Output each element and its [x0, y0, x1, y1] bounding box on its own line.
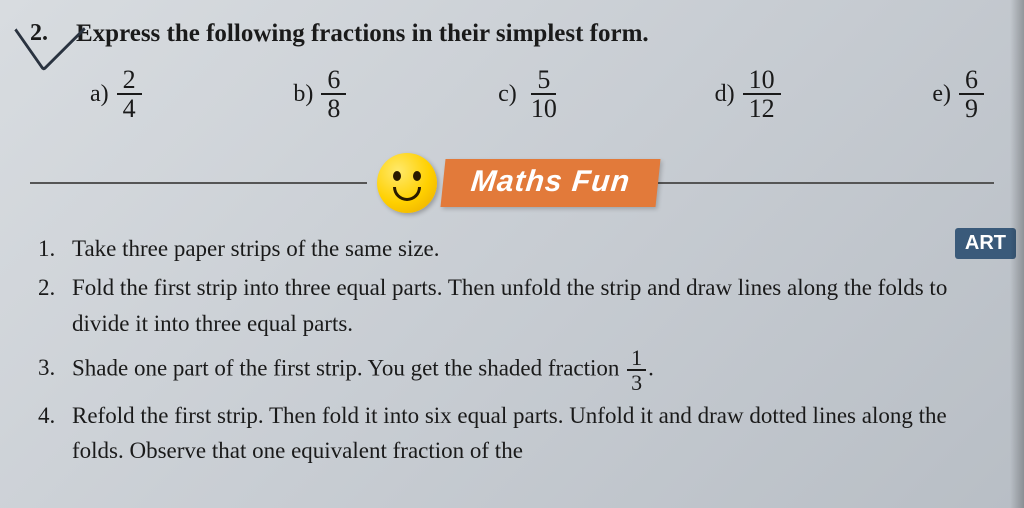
fraction-icon: 6 9 [959, 66, 984, 123]
step-text-after: . [648, 355, 654, 380]
question-row: 2. Express the following fractions in th… [30, 20, 994, 48]
option-label: b) [293, 81, 313, 108]
fraction-numerator: 10 [743, 66, 781, 95]
step-text: Shade one part of the first strip. You g… [72, 346, 984, 394]
step-number: 1. [38, 231, 64, 267]
option-a: a) 2 4 [90, 66, 142, 123]
step-2: 2. Fold the first strip into three equal… [38, 270, 984, 341]
fraction-denominator: 3 [627, 371, 646, 394]
option-label: e) [932, 81, 951, 108]
fraction-icon: 1 3 [627, 346, 646, 394]
option-e: e) 6 9 [932, 66, 984, 123]
divider-right [658, 182, 995, 184]
checkmark-icon [14, 0, 86, 72]
fraction-icon: 6 8 [321, 66, 346, 123]
question-text: Express the following fractions in their… [58, 20, 649, 48]
art-badge: ART [955, 228, 1016, 259]
step-text: Refold the first strip. Then fold it int… [72, 398, 984, 469]
fraction-numerator: 1 [627, 346, 646, 371]
fraction-icon: 5 10 [525, 66, 563, 123]
banner-title: Maths Fun [440, 159, 660, 207]
option-label: c) [498, 81, 517, 108]
step-text: Fold the first strip into three equal pa… [72, 270, 984, 341]
fraction-denominator: 9 [959, 95, 984, 122]
options-row: a) 2 4 b) 6 8 c) 5 10 d) 10 12 e) 6 9 [30, 66, 994, 123]
fraction-denominator: 4 [117, 95, 142, 122]
step-text: Take three paper strips of the same size… [72, 231, 984, 267]
option-c: c) 5 10 [498, 66, 563, 123]
fraction-icon: 10 12 [743, 66, 781, 123]
fraction-icon: 2 4 [117, 66, 142, 123]
step-number: 4. [38, 398, 64, 434]
step-number: 2. [38, 270, 64, 306]
option-d: d) 10 12 [715, 66, 781, 123]
fraction-numerator: 5 [531, 66, 556, 95]
option-label: a) [90, 81, 109, 108]
fraction-numerator: 2 [117, 66, 142, 95]
question-number: 2. [30, 20, 48, 47]
fraction-denominator: 12 [743, 95, 781, 122]
step-text-before: Shade one part of the first strip. You g… [72, 355, 625, 380]
step-1: 1. Take three paper strips of the same s… [38, 231, 984, 267]
step-3: 3. Shade one part of the first strip. Yo… [38, 346, 984, 394]
option-label: d) [715, 81, 735, 108]
page-edge-shadow [1010, 0, 1024, 508]
smile-icon [393, 187, 421, 201]
smiley-icon [377, 153, 437, 213]
option-b: b) 6 8 [293, 66, 346, 123]
banner-row: Maths Fun [30, 153, 994, 213]
step-4: 4. Refold the first strip. Then fold it … [38, 398, 984, 469]
fraction-numerator: 6 [959, 66, 984, 95]
fraction-numerator: 6 [321, 66, 346, 95]
divider-left [30, 182, 367, 184]
steps-list: 1. Take three paper strips of the same s… [30, 231, 994, 469]
step-number: 3. [38, 350, 64, 386]
fraction-denominator: 8 [321, 95, 346, 122]
fraction-denominator: 10 [525, 95, 563, 122]
